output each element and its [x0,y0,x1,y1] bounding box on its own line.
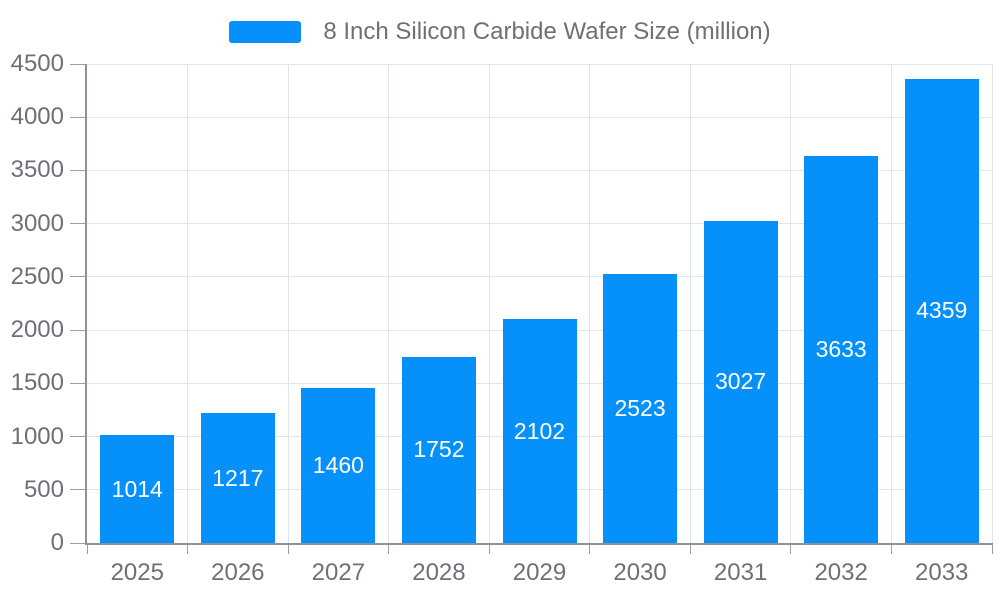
bar-2028[interactable]: 1752 [401,356,476,543]
x-axis-tick [187,545,189,554]
x-axis-label-2025: 2025 [110,559,164,586]
bar-2029[interactable]: 2102 [502,319,577,543]
x-axis-tick [388,545,390,554]
x-axis-tick [287,545,289,554]
y-axis-tick [70,223,86,225]
x-axis-label-2028: 2028 [412,559,466,586]
y-gridline [87,169,992,171]
legend[interactable]: 8 Inch Silicon Carbide Wafer Size (milli… [0,17,1000,47]
x-axis-label-2032: 2032 [814,559,868,586]
y-axis-label: 3500 [10,156,64,184]
bar-value-label: 2102 [513,417,566,444]
x-axis-tick [890,545,892,554]
y-axis-tick [70,382,86,384]
y-axis-label: 0 [50,529,64,556]
y-gridline [87,276,992,278]
bar-2027[interactable]: 1460 [301,387,376,543]
x-axis-label-2031: 2031 [713,559,768,586]
y-axis-label: 1000 [10,422,64,450]
bar-value-label: 1014 [111,475,163,502]
x-axis-line [85,543,993,545]
y-gridline [87,223,992,225]
y-axis-line [85,64,87,545]
x-axis-label-2027: 2027 [311,559,366,586]
bar-2032[interactable]: 3633 [804,156,879,543]
y-axis-tick [70,63,86,65]
x-axis-tick [86,545,88,554]
x-gridline [488,64,490,543]
x-gridline [790,64,792,543]
x-axis-label-2029: 2029 [512,559,567,586]
x-axis-label-2030: 2030 [613,559,667,586]
x-gridline [287,64,289,543]
x-gridline [991,64,993,543]
y-axis-tick [70,276,86,278]
bar-value-label: 3633 [815,336,867,363]
bar-value-label: 4359 [916,297,968,324]
x-axis-label-2033: 2033 [915,559,969,586]
y-gridline [87,63,992,65]
bar-value-label: 3027 [715,368,767,395]
y-axis-tick [70,436,86,438]
legend-swatch-icon [229,21,302,43]
y-axis-label: 4000 [10,103,64,131]
x-gridline [187,64,189,543]
y-axis-tick [70,116,86,118]
y-axis-label: 500 [23,475,64,503]
bar-value-label: 1460 [312,451,364,478]
bar-2031[interactable]: 3027 [703,220,778,543]
y-gridline [87,116,992,118]
legend-label: 8 Inch Silicon Carbide Wafer Size (milli… [323,18,771,45]
x-axis-tick [790,545,792,554]
y-axis-label: 4500 [10,50,64,77]
bar-2025[interactable]: 1014 [100,435,175,543]
x-gridline [388,64,390,543]
x-gridline [890,64,892,543]
y-axis-label: 3000 [10,209,64,237]
y-axis-tick [70,329,86,331]
y-axis-label: 1500 [10,369,64,397]
bar-2030[interactable]: 2523 [603,274,678,543]
bar-2026[interactable]: 1217 [200,413,275,543]
bar-value-label: 2523 [614,395,666,422]
x-gridline [589,64,591,543]
y-axis-tick [70,489,86,491]
x-axis-tick [689,545,691,554]
x-axis-tick [991,545,993,554]
y-axis-label: 2500 [10,262,64,290]
y-axis-tick [70,542,86,544]
x-axis-tick [488,545,490,554]
x-axis-tick [589,545,591,554]
bar-value-label: 1217 [212,464,264,491]
bar-value-label: 1752 [413,436,465,463]
x-axis-label-2026: 2026 [211,559,265,586]
bar-2033[interactable]: 4359 [904,79,979,543]
y-axis-tick [70,169,86,171]
x-gridline [689,64,691,543]
y-axis-label: 2000 [10,316,64,344]
